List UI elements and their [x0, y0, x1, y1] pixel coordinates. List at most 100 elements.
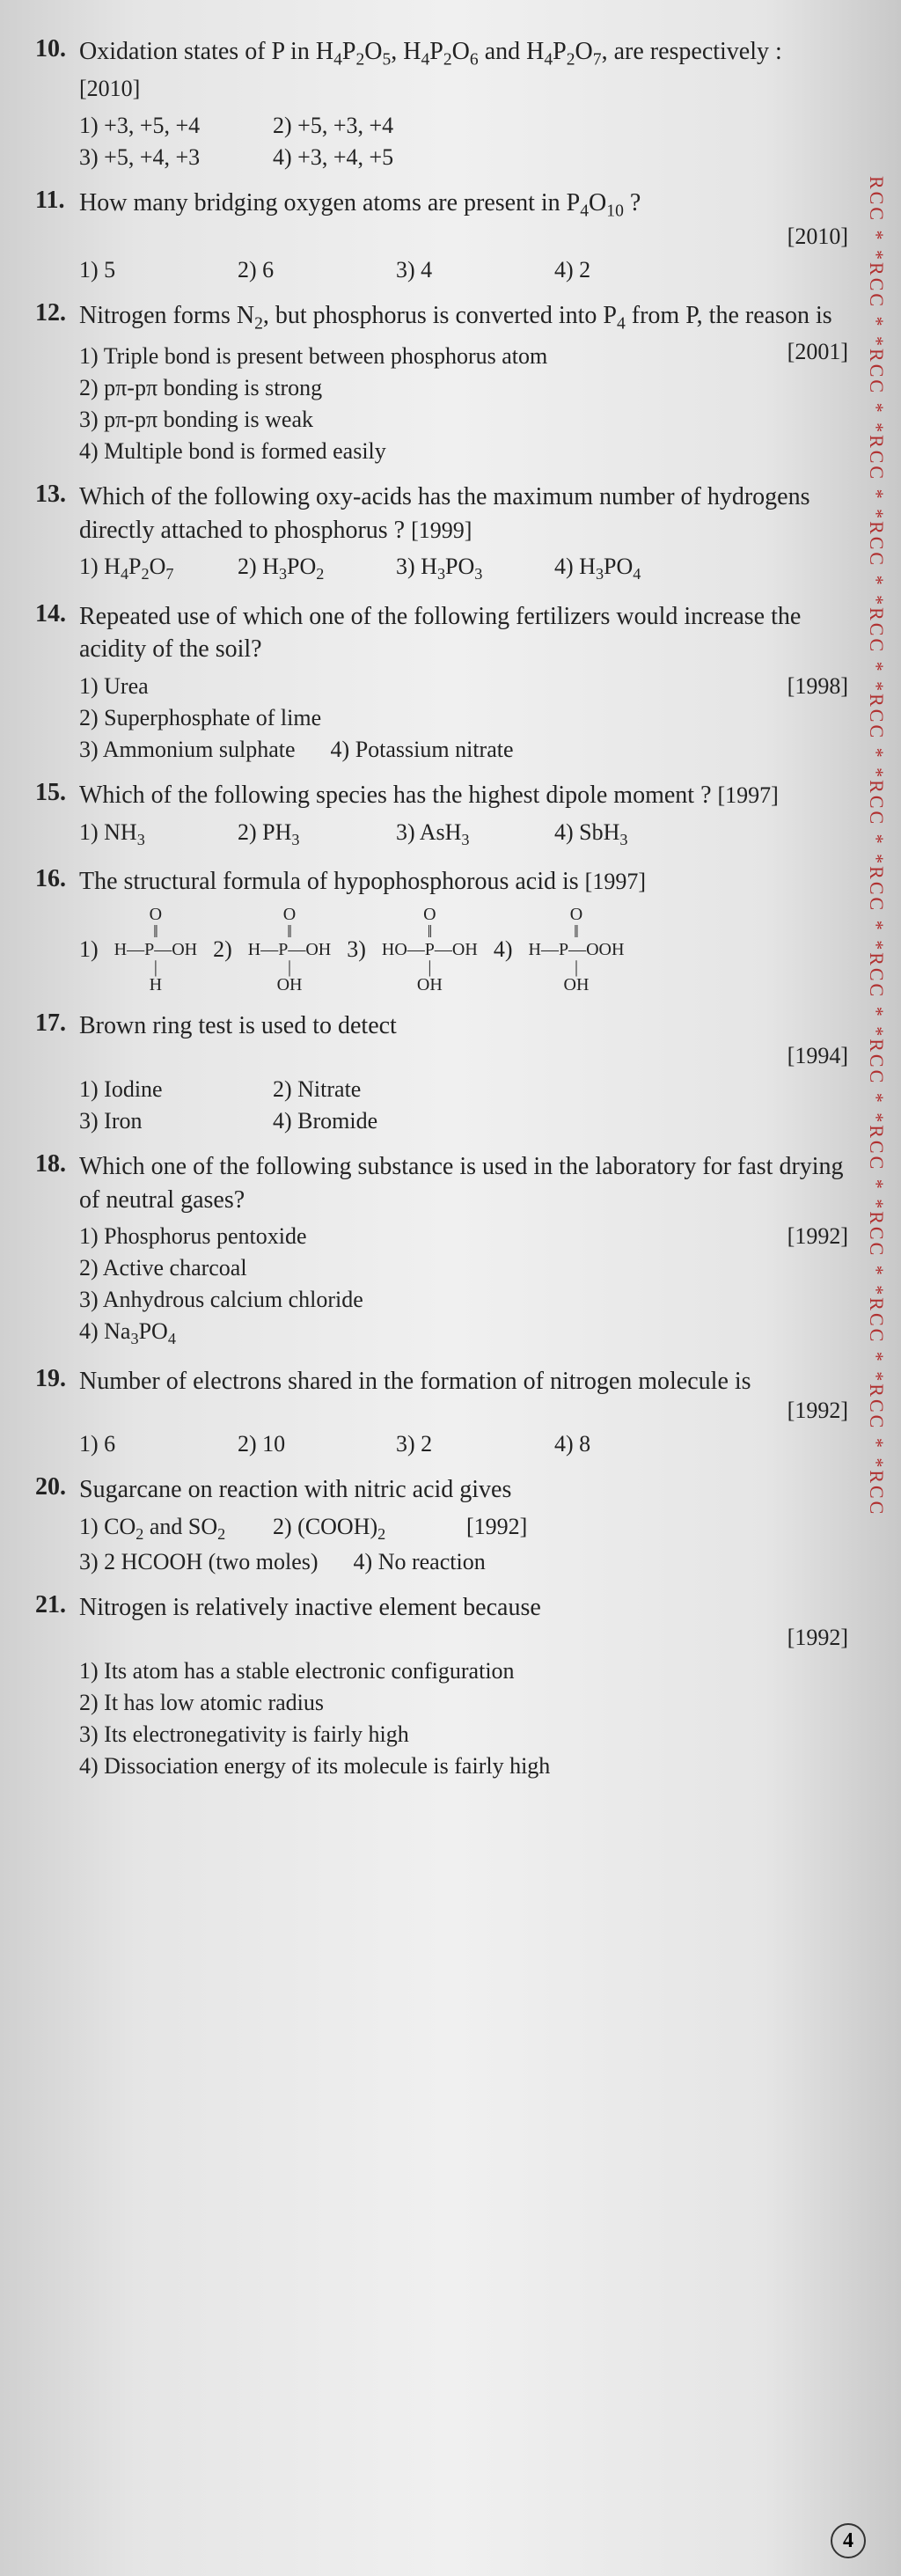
option: 2) 10: [238, 1431, 361, 1457]
option: 1) Iodine: [79, 1076, 238, 1103]
question-number: 10.: [35, 35, 66, 63]
year-tag: [1999]: [411, 517, 472, 543]
question: 14. Repeated use of which one of the foll…: [35, 600, 848, 764]
question-text: Brown ring test is used to detect: [79, 1009, 848, 1043]
year-tag: [2010]: [79, 224, 848, 250]
option: 4) Potassium nitrate: [331, 737, 514, 763]
question: 21. Nitrogen is relatively inactive eleme…: [35, 1591, 848, 1780]
option: 4) Na3PO4: [79, 1318, 848, 1348]
side-watermark: RCC * *RCC * *RCC * *RCC * *RCC * *RCC *…: [865, 176, 888, 2376]
option: 2) It has low atomic radius: [79, 1690, 848, 1716]
question: 15. Which of the following species has th…: [35, 779, 848, 849]
option: 2) PH3: [238, 819, 361, 849]
chemical-structure: O ‖ H—P—OOH | OH: [529, 906, 625, 994]
question-text: Oxidation states of P in H4P2O5, H4P2O6 …: [79, 35, 848, 106]
option: 3) AsH3: [396, 819, 519, 849]
year-tag: [1992]: [79, 1398, 848, 1424]
exam-page: RCC * *RCC * *RCC * *RCC * *RCC * *RCC *…: [0, 0, 901, 2576]
question-text: Nitrogen forms N2, but phosphorus is con…: [79, 299, 848, 336]
option: 3) 2 HCOOH (two moles): [79, 1549, 319, 1575]
option: 4) 8: [554, 1431, 678, 1457]
question: 20. Sugarcane on reaction with nitric aci…: [35, 1473, 848, 1575]
question-number: 21.: [35, 1591, 66, 1619]
option: 3) Anhydrous calcium chloride: [79, 1287, 848, 1313]
year-tag: [1997]: [585, 869, 646, 894]
option: 3) H3PO3: [396, 554, 519, 583]
option: 2): [213, 936, 232, 963]
question-number: 15.: [35, 779, 66, 807]
option: 1) NH3: [79, 819, 202, 849]
question-number: 18.: [35, 1150, 66, 1178]
question-number: 14.: [35, 600, 66, 628]
option: 1) +3, +5, +4: [79, 113, 238, 139]
option: 4) 2: [554, 257, 678, 283]
option: 4) No reaction: [354, 1549, 512, 1575]
question-text: Sugarcane on reaction with nitric acid g…: [79, 1473, 848, 1507]
question-text: Repeated use of which one of the followi…: [79, 600, 848, 667]
option: 3): [347, 936, 366, 963]
question-number: 16.: [35, 865, 66, 893]
question: 19. Number of electrons shared in the for…: [35, 1365, 848, 1458]
option: 2) Superphosphate of lime: [79, 705, 848, 731]
question-number: 19.: [35, 1365, 66, 1393]
year-tag: [1992]: [79, 1625, 848, 1651]
option: 4) H3PO4: [554, 554, 678, 583]
option: 1) Triple bond is present between phosph…: [79, 343, 848, 370]
questions-list: 10. Oxidation states of P in H4P2O5, H4P2…: [35, 35, 848, 1780]
question-text: The structural formula of hypophosphorou…: [79, 865, 848, 899]
year-tag: [1997]: [718, 782, 779, 808]
page-number: 4: [831, 2523, 866, 2558]
question-text: Number of electrons shared in the format…: [79, 1365, 848, 1398]
option: 2) +5, +3, +4: [273, 113, 431, 139]
question-text: Which of the following species has the h…: [79, 779, 848, 812]
question-number: 20.: [35, 1473, 66, 1501]
option: 3) Ammonium sulphate: [79, 737, 296, 763]
year-tag: [2010]: [79, 76, 140, 101]
chemical-structure: O ‖ H—P—OH | H: [114, 906, 197, 994]
option: 2) (COOH)2: [273, 1514, 431, 1544]
year-tag: [1992]: [787, 1223, 848, 1250]
option: 3) 4: [396, 257, 519, 283]
question-number: 17.: [35, 1009, 66, 1038]
question: 13. Which of the following oxy-acids has …: [35, 481, 848, 584]
question: 17.Brown ring test is used to detect[199…: [35, 1009, 848, 1134]
chemical-structure: O ‖ HO—P—OH | OH: [382, 906, 478, 994]
question-number: 13.: [35, 481, 66, 509]
option: 1) Its atom has a stable electronic conf…: [79, 1658, 848, 1684]
question: 16. The structural formula of hypophospho…: [35, 865, 848, 994]
question-text: How many bridging oxygen atoms are prese…: [79, 187, 848, 224]
option: 1) H4P2O7: [79, 554, 202, 583]
question: 11. How many bridging oxygen atoms are pr…: [35, 187, 848, 283]
question: 12. Nitrogen forms N2, but phosphorus is …: [35, 299, 848, 465]
question-number: 12.: [35, 299, 66, 327]
option: 3) 2: [396, 1431, 519, 1457]
option: 1) 6: [79, 1431, 202, 1457]
option: 2) pπ-pπ bonding is strong: [79, 375, 848, 401]
year-tag: [2001]: [787, 336, 848, 367]
option: 3) pπ-pπ bonding is weak: [79, 407, 848, 433]
year-tag: [1998]: [787, 673, 848, 700]
question-text: Which one of the following substance is …: [79, 1150, 848, 1217]
option: 3) Its electronegativity is fairly high: [79, 1721, 848, 1748]
year-tag: [1992]: [466, 1514, 527, 1544]
option: 4) SbH3: [554, 819, 678, 849]
option: 3) Iron: [79, 1108, 238, 1134]
option: 4) Multiple bond is formed easily: [79, 438, 848, 465]
chemical-structure: O ‖ H—P—OH | OH: [248, 906, 331, 994]
option: 1): [79, 936, 99, 963]
option: 2) Active charcoal: [79, 1255, 848, 1281]
question-text: Nitrogen is relatively inactive element …: [79, 1591, 848, 1625]
question: 10. Oxidation states of P in H4P2O5, H4P2…: [35, 35, 848, 171]
option: 4) Bromide: [273, 1108, 431, 1134]
question: 18. Which one of the following substance …: [35, 1150, 848, 1349]
option: 1) Phosphorus pentoxide [1992]: [79, 1223, 848, 1250]
option: 4) +3, +4, +5: [273, 144, 431, 171]
option: 2) H3PO2: [238, 554, 361, 583]
option: 4) Dissociation energy of its molecule i…: [79, 1753, 848, 1780]
option: 1) CO2 and SO2: [79, 1514, 238, 1544]
option: 4): [494, 936, 513, 963]
question-number: 11.: [35, 187, 64, 215]
option: 3) +5, +4, +3: [79, 144, 238, 171]
option: 2) Nitrate: [273, 1076, 431, 1103]
question-text: Which of the following oxy-acids has the…: [79, 481, 848, 547]
